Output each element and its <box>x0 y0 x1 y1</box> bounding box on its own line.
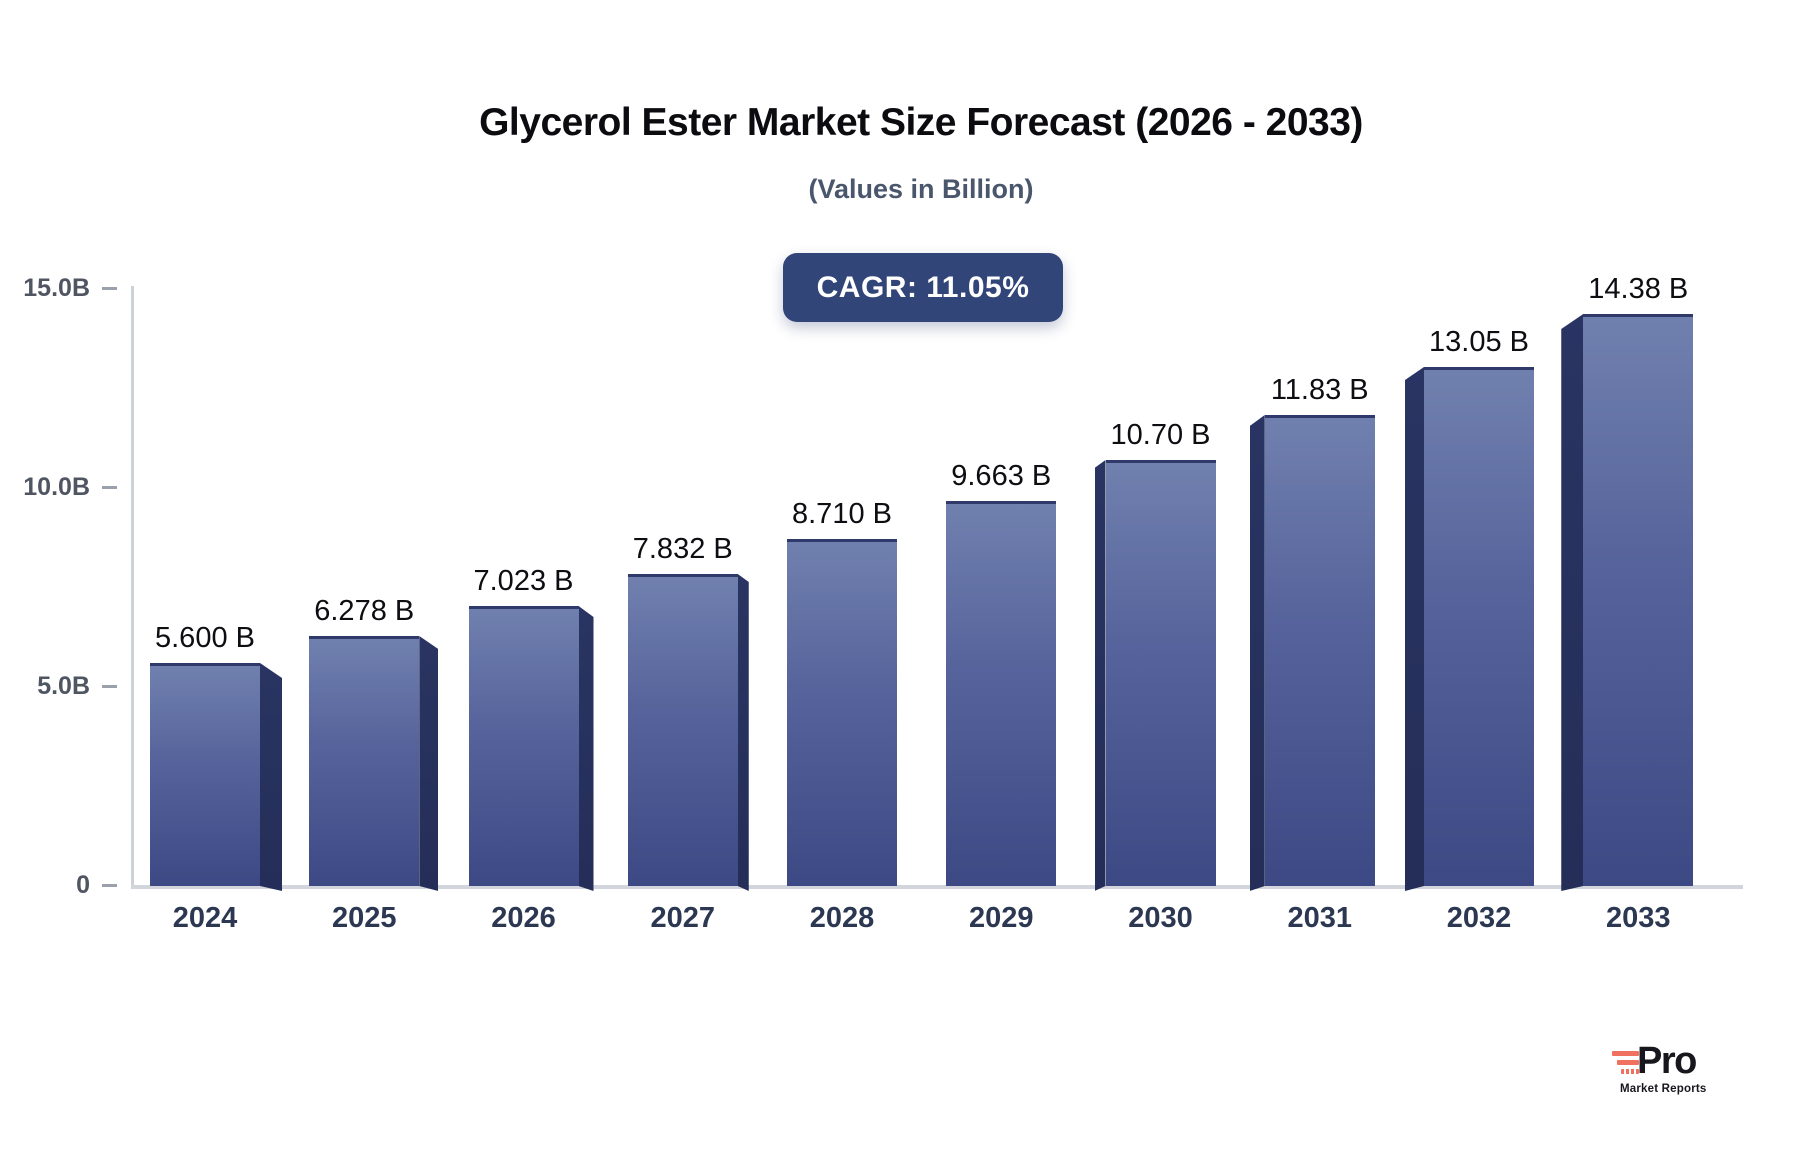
bar <box>1264 415 1375 886</box>
bar-value-label: 7.832 B <box>632 533 733 565</box>
bar <box>787 539 897 886</box>
bar-value-label: 9.663 B <box>951 460 1052 492</box>
bar <box>1583 314 1694 886</box>
bar <box>1424 367 1534 886</box>
x-axis-label: 2029 <box>968 902 1034 934</box>
bar-value-label: 10.70 B <box>1110 419 1211 451</box>
logo-stripe-3 <box>1621 1069 1639 1074</box>
logo-stripe-1 <box>1612 1051 1639 1056</box>
x-axis-label: 2033 <box>1605 902 1671 934</box>
bar-3d-side <box>1561 314 1583 891</box>
bar-value-label: 13.05 B <box>1429 326 1529 358</box>
logo-name: Pro <box>1637 1040 1697 1082</box>
bar-value-label: 6.278 B <box>314 595 415 627</box>
cagr-badge-label: CAGR: 11.05% <box>816 270 1030 304</box>
chart-title: Glycerol Ester Market Size Forecast (202… <box>479 101 1363 144</box>
logo-stripes-icon <box>1611 1051 1639 1078</box>
y-axis-tick-label: 0 <box>76 871 90 899</box>
chart-subtitle: (Values in Billion) <box>808 174 1034 204</box>
y-axis-tick <box>102 685 117 688</box>
x-axis-label: 2025 <box>331 902 397 934</box>
bar-3d-side <box>260 663 282 891</box>
bar <box>1105 460 1216 886</box>
y-axis-tick-label: 10.0B <box>23 473 90 501</box>
bar <box>946 501 1057 886</box>
bar <box>309 636 420 886</box>
bar-3d-side <box>579 606 594 891</box>
bar <box>150 663 260 886</box>
logo-stripe-2 <box>1617 1060 1639 1065</box>
logo-tagline: Market Reports <box>1620 1083 1707 1095</box>
bar-value-label: 14.38 B <box>1588 273 1689 305</box>
logo-row: Pro <box>1602 1042 1698 1080</box>
x-axis-label: 2027 <box>650 902 715 934</box>
pro-market-reports-logo: Pro Market Reports <box>1602 1042 1707 1095</box>
y-axis-tick <box>102 287 117 290</box>
y-axis-line <box>131 286 134 889</box>
bar-value-label: 5.600 B <box>155 622 255 654</box>
bar-value-label: 7.023 B <box>473 565 574 597</box>
y-axis-tick-label: 5.0B <box>37 672 90 700</box>
x-axis-label: 2031 <box>1287 902 1352 934</box>
bar <box>468 606 579 886</box>
bar-3d-side <box>419 636 438 891</box>
y-axis-tick <box>102 486 117 489</box>
x-axis-label: 2026 <box>491 902 556 934</box>
x-axis-baseline <box>131 885 1743 889</box>
bar-3d-side <box>1095 460 1106 891</box>
y-axis-tick <box>102 884 117 887</box>
x-axis-label: 2032 <box>1446 902 1512 934</box>
bar-3d-side <box>1405 367 1424 891</box>
cagr-badge: CAGR: 11.05% <box>783 253 1063 322</box>
x-axis-label: 2024 <box>172 902 238 934</box>
bar-3d-side <box>1250 415 1265 891</box>
bar-value-label: 8.710 B <box>792 498 892 530</box>
x-axis-label: 2028 <box>809 902 875 934</box>
bar-3d-side <box>738 574 749 891</box>
x-axis-label: 2030 <box>1128 902 1193 934</box>
y-axis-tick-label: 15.0B <box>23 274 90 302</box>
bar-value-label: 11.83 B <box>1270 374 1369 406</box>
bar <box>627 574 738 886</box>
